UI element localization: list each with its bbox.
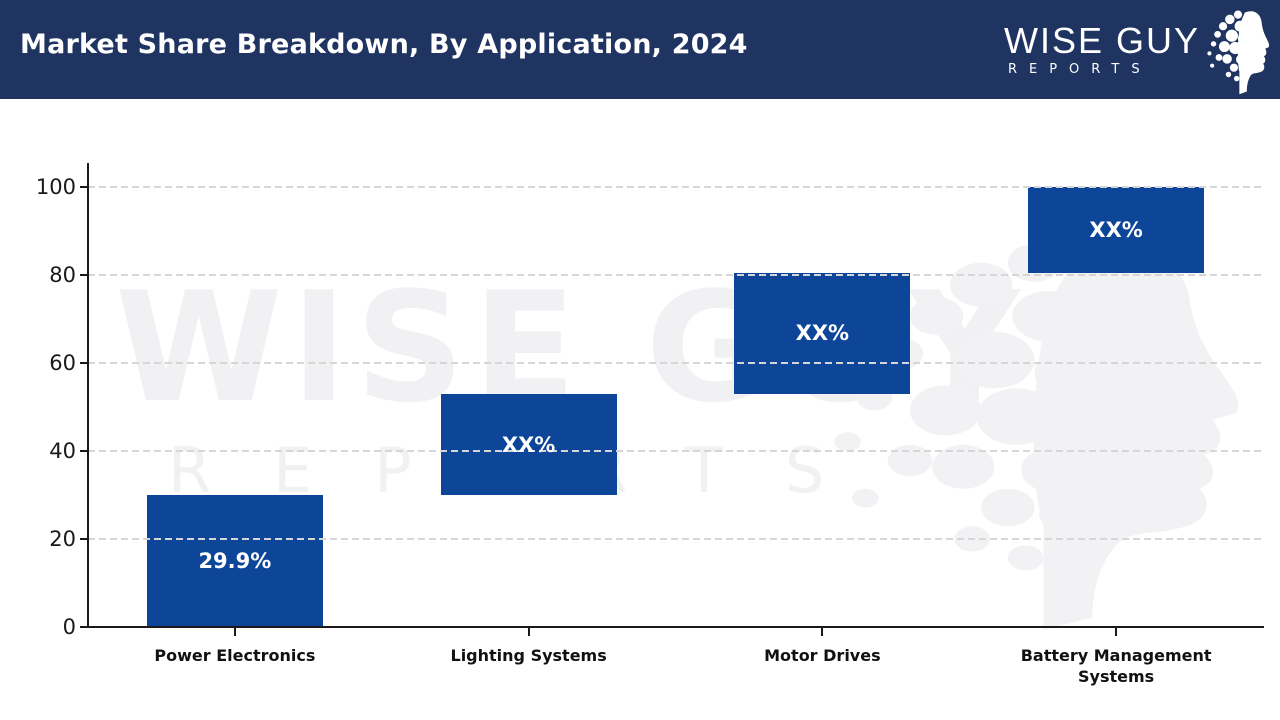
y-tick-mark (80, 626, 88, 628)
x-axis-label-power-electronics: Power Electronics (154, 646, 316, 665)
y-tick-mark (80, 450, 88, 452)
y-tick-mark (80, 274, 88, 276)
y-tick-label: 40 (49, 439, 76, 463)
x-axis-label-motor-drives: Motor Drives (764, 646, 881, 665)
gridline-20 (88, 538, 1263, 540)
x-axis-label-battery-management-systems: Battery Management Systems (1020, 646, 1212, 686)
brand-logo: WISE GUY REPORTS (1004, 5, 1280, 95)
gridline-100 (88, 186, 1263, 188)
x-axis-label-lighting-systems: Lighting Systems (450, 646, 607, 665)
y-tick-label: 0 (62, 615, 76, 639)
gridline-60 (88, 362, 1263, 364)
x-tick-mark (1115, 628, 1118, 636)
y-tick-label: 80 (49, 263, 76, 287)
y-axis-line (87, 163, 89, 628)
bar-value-label-lighting-systems: XX% (501, 432, 556, 457)
header-bar: Market Share Breakdown, By Application, … (0, 0, 1280, 99)
bar-power-electronics (146, 495, 323, 627)
gridline-80 (88, 274, 1263, 276)
y-tick-label: 20 (49, 527, 76, 551)
brand-logo-text: WISE GUY REPORTS (1003, 20, 1200, 77)
x-axis-line (86, 626, 1264, 628)
bar-lighting-systems (440, 393, 617, 496)
y-tick-mark (80, 538, 88, 540)
bar-value-label-motor-drives: XX% (795, 321, 850, 346)
bar-value-label-power-electronics: 29.9% (198, 549, 272, 574)
brand-subtitle: REPORTS (1007, 62, 1152, 77)
bar-value-label-battery-management-systems: XX% (1089, 217, 1143, 242)
logo-head-icon (1207, 10, 1270, 94)
y-tick-label: 60 (49, 351, 76, 375)
brand-name: WISE GUY (1003, 20, 1200, 61)
y-tick-label: 100 (35, 175, 76, 199)
x-tick-mark (821, 628, 824, 636)
page-title: Market Share Breakdown, By Application, … (20, 29, 748, 60)
bar-motor-drives (734, 272, 911, 394)
gridline-40 (88, 450, 1263, 452)
x-tick-mark (233, 628, 236, 636)
x-tick-mark (527, 628, 530, 636)
y-tick-mark (80, 362, 88, 364)
y-tick-mark (80, 186, 88, 188)
